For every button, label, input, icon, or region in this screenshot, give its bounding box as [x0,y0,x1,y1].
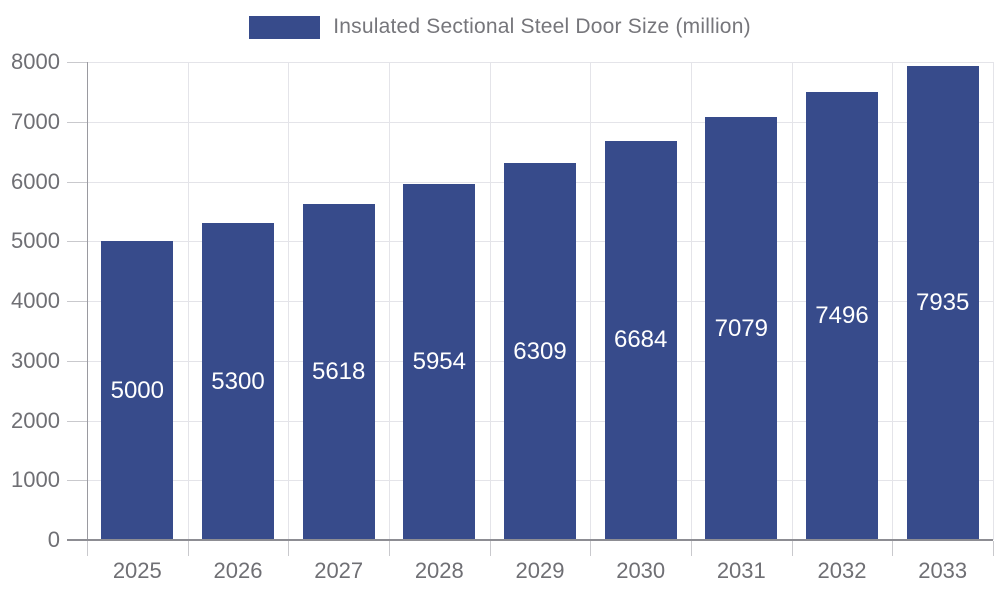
gridline-horizontal [87,121,993,123]
y-axis-tick [67,301,87,302]
y-axis-tick-label: 6000 [11,168,60,194]
bar[interactable]: 7935 [906,65,979,540]
legend-swatch-icon [249,15,321,39]
x-axis-tick-label: 2025 [112,558,162,583]
y-axis-tick-label: 2000 [11,407,60,433]
x-axis-tick [489,541,491,556]
gridline-horizontal [87,62,993,63]
legend-label: Insulated Sectional Steel Door Size (mil… [333,15,751,38]
x-axis-tick [993,541,994,556]
y-axis-tick [67,420,87,422]
x-axis-tick [288,541,290,556]
y-axis-line [87,62,88,540]
gridline-vertical [489,62,491,540]
gridline-vertical [288,62,290,540]
plot-area: 5000 5300 5618 5954 6309 6684 7079 7496 7935 [87,62,994,540]
bar-value-label: 5618 [311,358,366,386]
x-axis-tick [389,541,390,556]
y-axis-tick [67,62,87,63]
bar[interactable]: 7496 [806,92,878,540]
gridline-vertical [791,62,793,540]
y-axis-tick-label: 0 [47,527,60,552]
x-axis-tick-label: 2031 [716,558,766,583]
x-axis-tick-label: 2032 [817,558,867,583]
gridline-vertical [993,62,994,540]
y-axis-tick [67,241,87,243]
bar-value-label: 5000 [110,376,164,404]
gridline-vertical [691,62,692,540]
bar[interactable]: 6309 [504,163,576,540]
gridline-vertical [590,62,592,540]
y-axis-tick-label: 7000 [11,108,60,134]
bar[interactable]: 7079 [705,117,778,540]
x-axis-tick [892,541,894,556]
bar-value-label: 7496 [815,302,869,330]
x-axis-line [67,539,993,541]
x-axis-tick-label: 2027 [314,558,364,583]
gridline-vertical [892,62,894,540]
x-axis-tick-label: 2026 [213,558,263,583]
x-axis-tick [691,541,692,556]
bar-value-label: 5300 [211,367,265,395]
x-axis-tick-label: 2033 [918,558,968,583]
x-axis-tick-label: 2028 [414,558,464,583]
bar[interactable]: 5954 [403,184,476,540]
y-axis-tick-label: 3000 [11,347,60,373]
bar-value-label: 6309 [513,337,567,365]
x-axis-tick [791,541,793,556]
x-axis-tick [87,541,88,556]
x-axis-tick [187,541,189,556]
y-axis-tick [67,121,87,123]
y-axis-tick-label: 5000 [11,228,60,254]
y-axis-tick-label: 8000 [11,49,60,74]
bar[interactable]: 6684 [604,140,677,540]
bar-value-label: 5954 [412,348,466,376]
bar-value-label: 7079 [714,314,768,342]
bar[interactable]: 5618 [302,204,375,540]
y-axis-tick-label: 1000 [11,467,60,493]
y-axis-tick [67,480,87,482]
y-axis-tick [67,181,87,183]
x-axis-tick [590,541,592,556]
x-axis-tick-label: 2029 [515,558,565,583]
x-axis-tick-label: 2030 [616,558,666,583]
bar[interactable]: 5300 [202,223,274,540]
gridline-vertical [389,62,390,540]
legend-item[interactable]: Insulated Sectional Steel Door Size (mil… [0,15,1000,39]
gridline-vertical [187,62,189,540]
bar-value-label: 7935 [915,288,970,316]
y-axis-tick-label: 4000 [11,288,60,313]
y-axis-tick [67,360,87,362]
bar-value-label: 6684 [613,326,668,354]
bar[interactable]: 5000 [101,241,174,540]
